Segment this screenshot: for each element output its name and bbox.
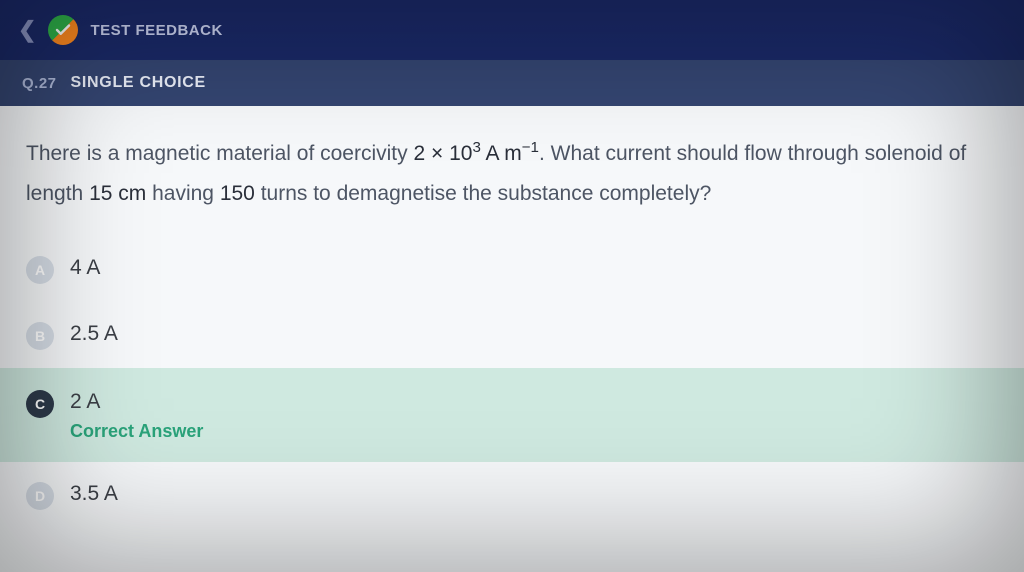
question-suffix: turns to demagnetise the substance compl… <box>255 182 711 205</box>
header-bar: ❮ TEST FEEDBACK <box>0 0 1024 60</box>
check-badge-icon <box>48 15 78 45</box>
option-text: 2 A <box>70 388 203 415</box>
content-area: There is a magnetic material of coercivi… <box>0 106 1024 572</box>
option-bullet: C <box>26 390 54 418</box>
options-list: A 4 A B 2.5 A C 2 A Correct Answer D <box>0 236 1024 528</box>
option-text: 2.5 A <box>70 320 118 347</box>
question-number: Q.27 <box>22 75 57 92</box>
question-mid2: having <box>146 182 220 205</box>
option-text: 3.5 A <box>70 480 118 507</box>
option-bullet: A <box>26 256 54 284</box>
question-subheader: Q.27 SINGLE CHOICE <box>0 60 1024 106</box>
question-text: There is a magnetic material of coercivi… <box>0 106 1024 236</box>
option-c[interactable]: C 2 A Correct Answer <box>0 368 1024 462</box>
question-value-1-unit-sup: −1 <box>522 139 539 156</box>
option-bullet: D <box>26 482 54 510</box>
option-b[interactable]: B 2.5 A <box>0 302 1024 368</box>
back-icon[interactable]: ❮ <box>18 19 36 41</box>
question-value-3: 150 <box>220 182 255 205</box>
question-prefix: There is a magnetic material of coercivi… <box>26 142 413 165</box>
option-bullet: B <box>26 322 54 350</box>
question-value-1-unit: A m <box>481 142 522 165</box>
question-value-1-sup: 3 <box>472 139 480 156</box>
correct-answer-label: Correct Answer <box>70 421 203 442</box>
question-value-2: 15 cm <box>89 182 146 205</box>
header-title: TEST FEEDBACK <box>90 22 222 39</box>
option-text: 4 A <box>70 254 100 281</box>
question-value-1: 2 × 10 <box>413 142 472 165</box>
question-type: SINGLE CHOICE <box>71 74 206 92</box>
option-a[interactable]: A 4 A <box>0 236 1024 302</box>
option-d[interactable]: D 3.5 A <box>0 462 1024 528</box>
